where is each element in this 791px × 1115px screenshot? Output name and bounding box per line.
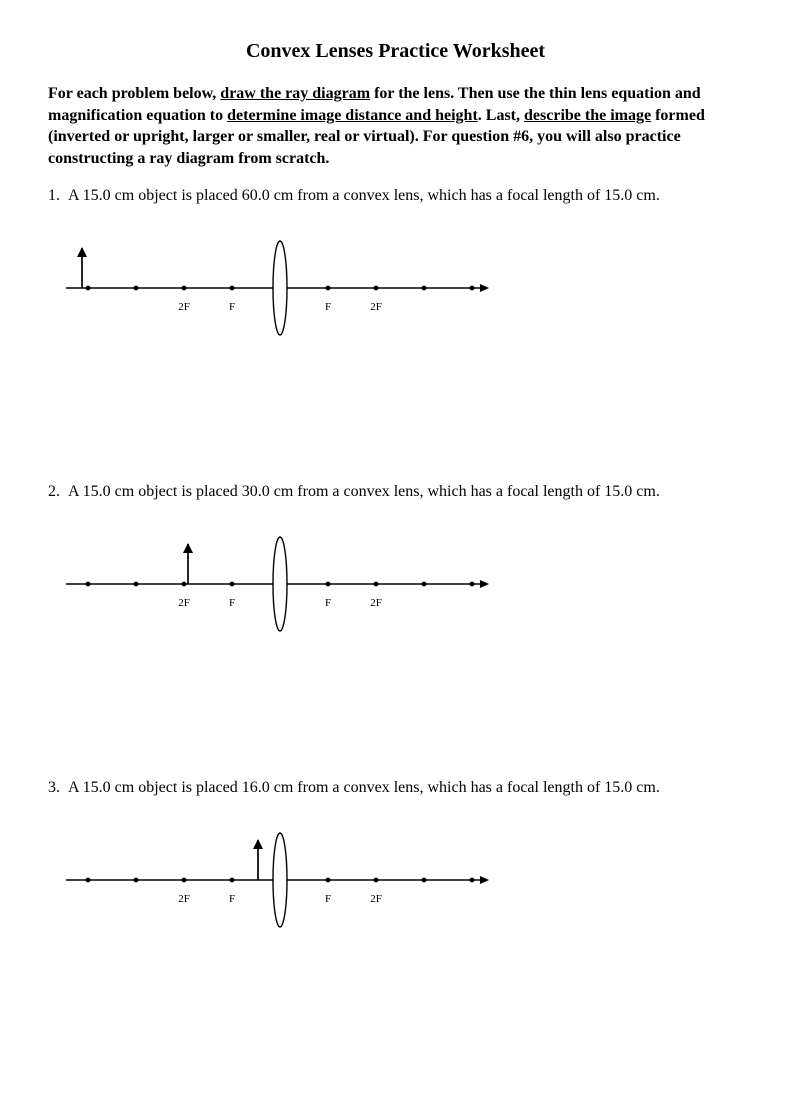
label-2f-left: 2F (178, 301, 190, 313)
tick-dot (326, 582, 331, 587)
ray-diagram: 2F F F 2F (58, 825, 498, 945)
tick-dot (422, 286, 427, 291)
page-title: Convex Lenses Practice Worksheet (48, 40, 743, 63)
tick-dot (374, 286, 379, 291)
diagram-container: 2F F F 2F (58, 233, 743, 353)
ray-diagram: 2F F F 2F (58, 233, 498, 353)
tick-dot (230, 878, 235, 883)
instructions-underline1: draw the ray diagram (220, 85, 370, 102)
problem-3: 3. A 15.0 cm object is placed 16.0 cm fr… (48, 779, 743, 945)
tick-dot (326, 878, 331, 883)
tick-dot (470, 878, 475, 883)
axis-arrowhead (480, 580, 489, 588)
problem-number: 2. (48, 483, 60, 500)
object-arrow (253, 839, 263, 880)
problem-1: 1. A 15.0 cm object is placed 60.0 cm fr… (48, 187, 743, 353)
object-arrow (77, 247, 87, 288)
problem-statement: A 15.0 cm object is placed 16.0 cm from … (68, 779, 660, 796)
problem-text: 2. A 15.0 cm object is placed 30.0 cm fr… (48, 483, 743, 501)
tick-dot (182, 286, 187, 291)
tick-dot (86, 286, 91, 291)
tick-dot (230, 286, 235, 291)
tick-dot (86, 878, 91, 883)
convex-lens (273, 833, 287, 927)
tick-dot (374, 582, 379, 587)
tick-dot (182, 878, 187, 883)
tick-dot (134, 582, 139, 587)
diagram-container: 2F F F 2F (58, 825, 743, 945)
label-f-right: F (325, 301, 331, 313)
label-2f-left: 2F (178, 893, 190, 905)
axis-arrowhead (480, 284, 489, 292)
tick-dot (182, 582, 187, 587)
tick-dot (470, 582, 475, 587)
object-arrow (183, 543, 193, 584)
label-2f-right: 2F (370, 597, 382, 609)
tick-dot (326, 286, 331, 291)
label-f-left: F (229, 597, 235, 609)
problem-text: 3. A 15.0 cm object is placed 16.0 cm fr… (48, 779, 743, 797)
diagram-container: 2F F F 2F (58, 529, 743, 649)
tick-dot (134, 878, 139, 883)
problem-statement: A 15.0 cm object is placed 60.0 cm from … (68, 187, 660, 204)
problem-2: 2. A 15.0 cm object is placed 30.0 cm fr… (48, 483, 743, 649)
problem-statement: A 15.0 cm object is placed 30.0 cm from … (68, 483, 660, 500)
problem-number: 1. (48, 187, 60, 204)
label-f-right: F (325, 597, 331, 609)
tick-dot (422, 582, 427, 587)
convex-lens (273, 537, 287, 631)
tick-dot (374, 878, 379, 883)
tick-dot (470, 286, 475, 291)
axis-arrowhead (480, 876, 489, 884)
instructions-part3: . Last, (478, 107, 524, 124)
instructions: For each problem below, draw the ray dia… (48, 83, 743, 169)
tick-dot (422, 878, 427, 883)
label-f-right: F (325, 893, 331, 905)
instructions-part1: For each problem below, (48, 85, 220, 102)
tick-dot (86, 582, 91, 587)
problem-number: 3. (48, 779, 60, 796)
tick-dot (134, 286, 139, 291)
tick-dot (230, 582, 235, 587)
label-2f-left: 2F (178, 597, 190, 609)
instructions-underline2: determine image distance and height (227, 107, 478, 124)
ray-diagram: 2F F F 2F (58, 529, 498, 649)
label-f-left: F (229, 301, 235, 313)
label-f-left: F (229, 893, 235, 905)
instructions-underline3: describe the image (524, 107, 651, 124)
label-2f-right: 2F (370, 301, 382, 313)
problem-text: 1. A 15.0 cm object is placed 60.0 cm fr… (48, 187, 743, 205)
label-2f-right: 2F (370, 893, 382, 905)
convex-lens (273, 241, 287, 335)
